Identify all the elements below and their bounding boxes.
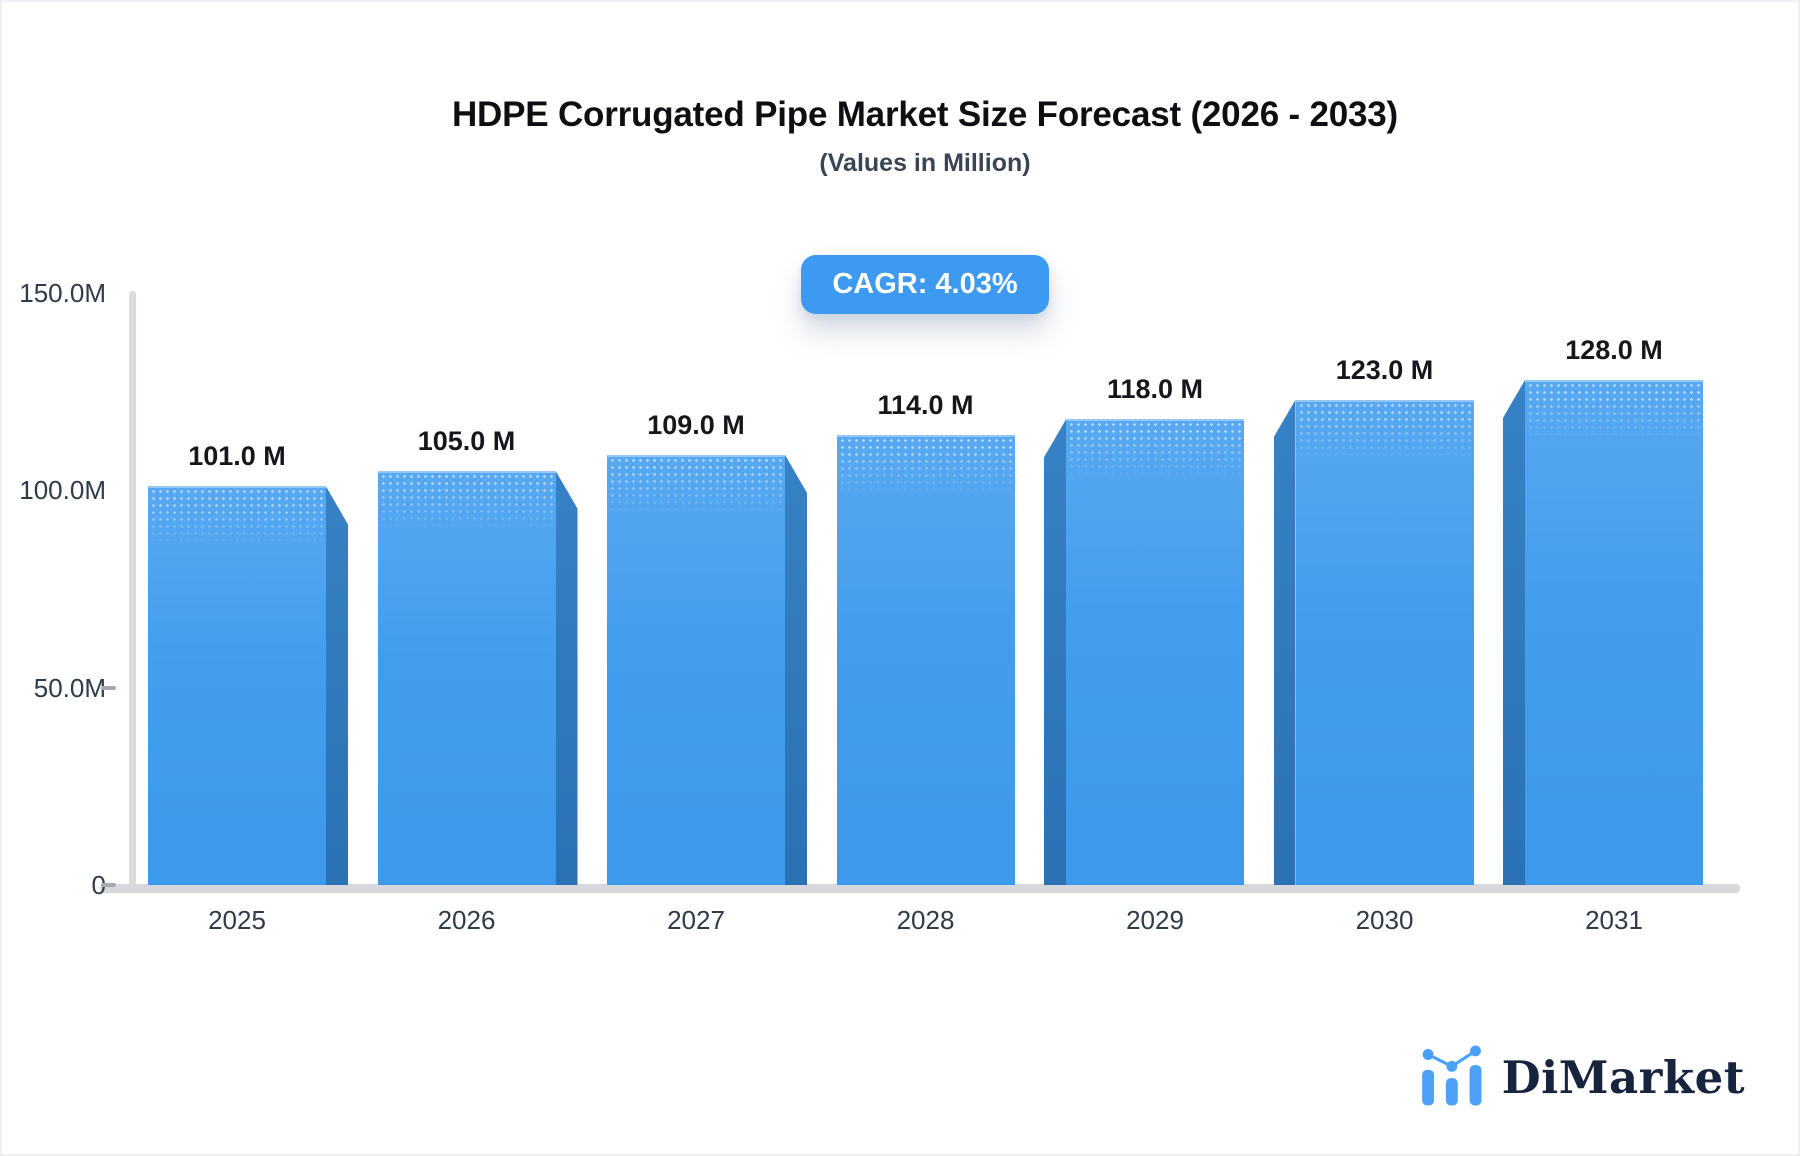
bar-2027 bbox=[607, 454, 785, 885]
bar-value-label: 101.0 M bbox=[188, 441, 286, 472]
logo-text: DiMarket bbox=[1501, 1050, 1745, 1104]
bar-3d-side-face bbox=[1044, 419, 1066, 885]
chart-subtitle: (Values in Million) bbox=[819, 149, 1031, 177]
x-axis-category-label: 2026 bbox=[437, 905, 496, 935]
bar-top-texture bbox=[1297, 401, 1472, 460]
bar-3d-side-face bbox=[785, 454, 807, 885]
x-axis-category-label: 2031 bbox=[1585, 905, 1643, 935]
chart-title: HDPE Corrugated Pipe Market Size Forecas… bbox=[451, 95, 1398, 134]
x-axis-baseline bbox=[100, 884, 1740, 893]
y-axis-tick-mark bbox=[101, 883, 116, 887]
bar-2030 bbox=[1295, 399, 1474, 885]
x-axis-category-label: 2028 bbox=[896, 905, 955, 935]
bar-top-texture bbox=[609, 456, 783, 515]
x-axis-category-label: 2029 bbox=[1126, 905, 1184, 935]
y-axis-tick-label: 50.0M bbox=[33, 672, 106, 703]
y-axis-tick-label: 100.0M bbox=[19, 475, 106, 506]
bar-top-texture bbox=[1527, 381, 1701, 440]
bar-value-label: 123.0 M bbox=[1335, 354, 1434, 385]
dimarket-logo: DiMarket bbox=[1417, 1042, 1745, 1112]
bar-2026 bbox=[377, 470, 556, 885]
cagr-badge-wrap: CAGR: 4.03% bbox=[100, 255, 1750, 314]
bar-2029 bbox=[1066, 419, 1244, 885]
bar-top-texture bbox=[150, 488, 324, 547]
bar-value-label: 109.0 M bbox=[647, 409, 745, 440]
bar-3d-side-face bbox=[1503, 379, 1525, 885]
bar-2028 bbox=[836, 435, 1015, 885]
bar-2025 bbox=[148, 486, 326, 885]
x-axis-category-label: 2030 bbox=[1355, 905, 1414, 935]
y-axis-tick-label: 150.0M bbox=[19, 278, 106, 309]
bar-value-label: 118.0 M bbox=[1106, 374, 1204, 405]
bar-2031 bbox=[1525, 379, 1703, 885]
bar-value-label: 105.0 M bbox=[417, 425, 516, 456]
bar-3d-side-face bbox=[1273, 399, 1296, 885]
bar-value-label: 114.0 M bbox=[877, 390, 974, 421]
bar-value-label: 128.0 M bbox=[1565, 334, 1663, 365]
bar-top-texture bbox=[1068, 421, 1242, 480]
bar-top-texture bbox=[379, 472, 554, 531]
x-axis-category-label: 2025 bbox=[208, 905, 266, 935]
y-axis-tick-label: 0 bbox=[91, 870, 106, 900]
y-axis-line bbox=[129, 291, 136, 892]
bar-3d-side-face bbox=[326, 486, 348, 885]
bar-top-texture bbox=[838, 437, 1013, 496]
x-axis-category-label: 2027 bbox=[667, 905, 725, 935]
cagr-badge: CAGR: 4.03% bbox=[801, 255, 1049, 314]
y-axis-tick-mark bbox=[101, 685, 116, 690]
bar-3d-side-face bbox=[555, 470, 578, 885]
bar-chart-trend-icon bbox=[1421, 1045, 1482, 1106]
